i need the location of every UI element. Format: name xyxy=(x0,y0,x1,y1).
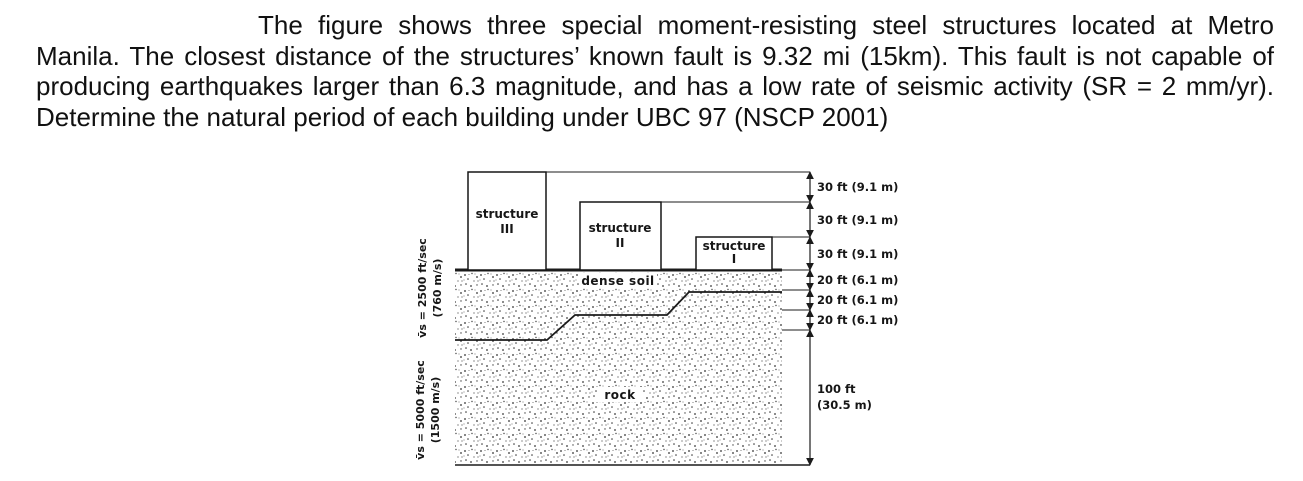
dimension-labels: 30 ft (9.1 m) 30 ft (9.1 m) 30 ft (9.1 m… xyxy=(817,180,898,412)
problem-statement: The figure shows three special moment-re… xyxy=(36,10,1274,132)
figure-diagram: structure III structure II structure I 3… xyxy=(414,171,898,466)
structure-ii: structure II xyxy=(579,201,662,271)
structure-i-label: structure xyxy=(703,239,766,253)
structure-ii-numeral: II xyxy=(616,236,625,250)
dim-soil-3: 20 ft (6.1 m) xyxy=(817,313,898,327)
dim-story-2: 30 ft (9.1 m) xyxy=(817,213,898,227)
soil-rock-boundary xyxy=(455,291,782,341)
dim-soil-1: 20 ft (6.1 m) xyxy=(817,273,898,287)
dim-story-1: 30 ft (9.1 m) xyxy=(817,180,898,194)
dense-soil-velocity-line2: (760 m/s) xyxy=(431,259,444,318)
extension-lines xyxy=(546,171,810,331)
dim-soil-2: 20 ft (6.1 m) xyxy=(817,293,898,307)
rock-label-group: rock xyxy=(597,387,643,402)
dense-soil-label-group: dense soil xyxy=(579,273,657,288)
dim-story-3: 30 ft (9.1 m) xyxy=(817,247,898,261)
dim-rock-ft: 100 ft xyxy=(817,382,856,396)
structure-i-numeral: I xyxy=(732,252,736,266)
soil-body xyxy=(455,270,782,465)
rock-velocity-line2: (1500 m/s) xyxy=(429,377,442,444)
velocity-labels: v̄s = 2500 ft/sec (760 m/s) v̄s = 5000 f… xyxy=(414,238,444,460)
structure-iii: structure III xyxy=(467,171,547,271)
dim-rock-m: (30.5 m) xyxy=(817,398,872,412)
rock-label: rock xyxy=(604,388,636,402)
structure-ii-label: structure xyxy=(589,221,652,235)
structure-i: structure I xyxy=(695,236,773,271)
dense-soil-label: dense soil xyxy=(581,274,654,288)
structure-iii-numeral: III xyxy=(500,222,513,236)
dense-soil-velocity-line1: v̄s = 2500 ft/sec xyxy=(416,238,429,338)
rock-velocity-line1: v̄s = 5000 ft/sec xyxy=(415,360,427,460)
figure-container: structure III structure II structure I 3… xyxy=(414,160,915,476)
structure-iii-label: structure xyxy=(476,207,539,221)
